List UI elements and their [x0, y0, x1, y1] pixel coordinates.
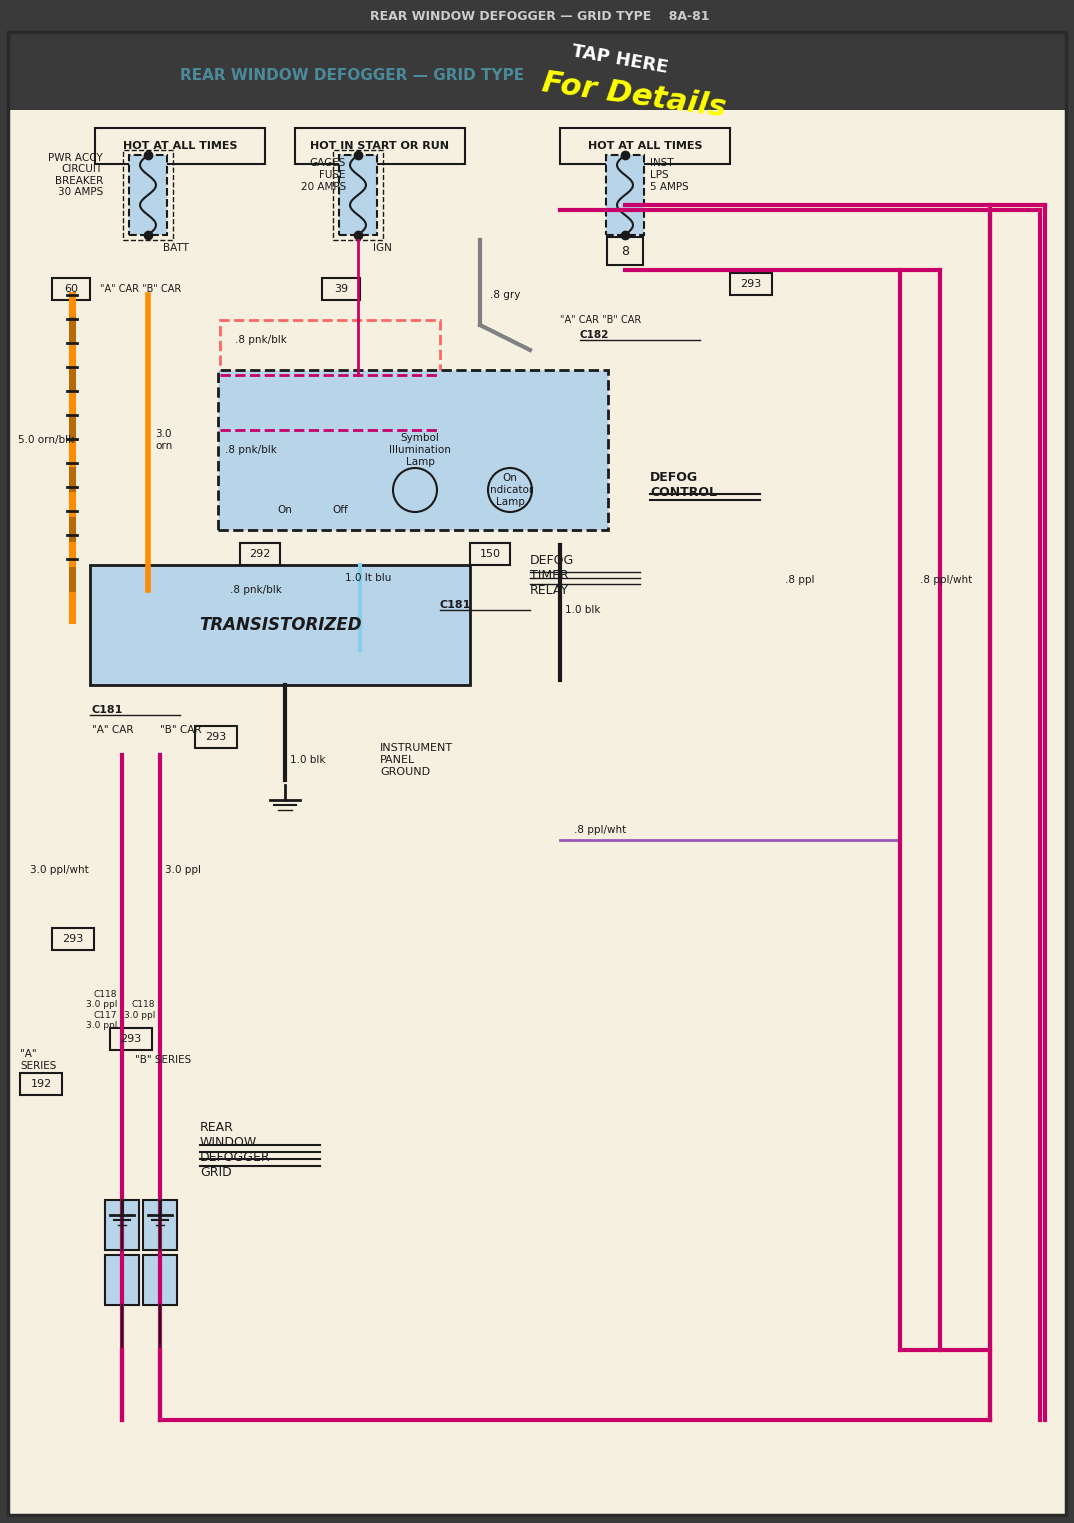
- Text: HOT AT ALL TIMES: HOT AT ALL TIMES: [587, 142, 702, 151]
- Bar: [195, 726, 237, 748]
- Text: 3.0
orn: 3.0 orn: [155, 429, 172, 451]
- Text: BATT: BATT: [163, 244, 189, 253]
- Bar: [124, 149, 173, 241]
- Text: DEFOG
CONTROL: DEFOG CONTROL: [650, 471, 717, 500]
- Text: 1.0 blk: 1.0 blk: [565, 605, 600, 615]
- Bar: [333, 149, 383, 241]
- Text: REAR WINDOW DEFOGGER — GRID TYPE    8A-81: REAR WINDOW DEFOGGER — GRID TYPE 8A-81: [371, 9, 710, 23]
- Bar: [606, 155, 644, 235]
- Text: 1.0 lt blu: 1.0 lt blu: [345, 573, 391, 583]
- Text: 8: 8: [621, 245, 629, 257]
- Bar: [470, 544, 510, 565]
- Bar: [339, 155, 377, 235]
- Text: 192: 192: [30, 1078, 52, 1089]
- Text: TAP HERE: TAP HERE: [570, 43, 669, 78]
- Text: "A" CAR "B" CAR: "A" CAR "B" CAR: [560, 315, 641, 324]
- Text: "A" CAR: "A" CAR: [92, 725, 133, 736]
- Text: PWR ACCY
CIRCUIT
BREAKER
30 AMPS: PWR ACCY CIRCUIT BREAKER 30 AMPS: [48, 152, 103, 198]
- Bar: [143, 1200, 177, 1250]
- Text: 293: 293: [120, 1034, 142, 1043]
- Text: 293: 293: [740, 279, 761, 289]
- Bar: [8, 32, 1066, 110]
- Text: INSTRUMENT
PANEL
GROUND: INSTRUMENT PANEL GROUND: [380, 743, 453, 777]
- Text: Off: Off: [332, 506, 348, 515]
- Text: HOT IN START OR RUN: HOT IN START OR RUN: [310, 142, 450, 151]
- Text: .8 pnk/blk: .8 pnk/blk: [230, 585, 281, 595]
- Bar: [105, 1255, 139, 1305]
- Text: On
Indicator
Lamp: On Indicator Lamp: [487, 474, 533, 507]
- Bar: [560, 128, 730, 164]
- Text: .8 ppl/wht: .8 ppl/wht: [574, 825, 626, 835]
- Text: "B" SERIES: "B" SERIES: [135, 1055, 191, 1065]
- Bar: [240, 544, 280, 565]
- Text: 3.0 ppl/wht: 3.0 ppl/wht: [30, 865, 89, 876]
- Text: REAR
WINDOW
DEFOGGER
GRID: REAR WINDOW DEFOGGER GRID: [200, 1121, 271, 1179]
- Text: "B" CAR: "B" CAR: [160, 725, 202, 736]
- Bar: [0, 0, 1074, 32]
- Text: 60: 60: [64, 283, 78, 294]
- Text: 5.0 orn/blk: 5.0 orn/blk: [18, 436, 74, 445]
- Text: 3.0 ppl: 3.0 ppl: [165, 865, 201, 876]
- Bar: [218, 370, 608, 530]
- Bar: [52, 279, 90, 300]
- Text: Symbol
Illumination
Lamp: Symbol Illumination Lamp: [389, 434, 451, 466]
- Bar: [90, 565, 470, 685]
- Circle shape: [488, 468, 532, 512]
- Text: REAR WINDOW DEFOGGER — GRID TYPE: REAR WINDOW DEFOGGER — GRID TYPE: [180, 67, 524, 82]
- Text: GAGES
FUSE
20 AMPS: GAGES FUSE 20 AMPS: [301, 158, 346, 192]
- Text: DEFOG
TIMER
RELAY: DEFOG TIMER RELAY: [529, 553, 575, 597]
- Text: .8 pnk/blk: .8 pnk/blk: [235, 335, 287, 346]
- Text: 293: 293: [205, 733, 227, 742]
- Bar: [295, 128, 465, 164]
- Text: INST
LPS
5 AMPS: INST LPS 5 AMPS: [650, 158, 688, 192]
- Text: TRANSISTORIZED: TRANSISTORIZED: [199, 615, 361, 634]
- Bar: [20, 1074, 62, 1095]
- Bar: [52, 928, 95, 950]
- Bar: [105, 1200, 139, 1250]
- Bar: [110, 1028, 153, 1049]
- Bar: [607, 238, 643, 265]
- Text: C181: C181: [440, 600, 471, 611]
- Text: For Details: For Details: [540, 67, 728, 122]
- Text: .8 ppl: .8 ppl: [785, 576, 814, 585]
- Text: C181: C181: [92, 705, 124, 714]
- Text: 1.0 blk: 1.0 blk: [290, 755, 325, 765]
- Bar: [129, 155, 166, 235]
- Text: 293: 293: [62, 934, 84, 944]
- Circle shape: [393, 468, 437, 512]
- Text: "A"
SERIES: "A" SERIES: [20, 1049, 56, 1071]
- Text: HOT AT ALL TIMES: HOT AT ALL TIMES: [122, 142, 237, 151]
- Text: "A" CAR "B" CAR: "A" CAR "B" CAR: [100, 283, 182, 294]
- Bar: [730, 273, 772, 295]
- Text: .8 gry: .8 gry: [490, 289, 521, 300]
- Text: 292: 292: [249, 548, 271, 559]
- Text: 39: 39: [334, 283, 348, 294]
- Text: C118
3.0 ppl
C117
3.0 ppl: C118 3.0 ppl C117 3.0 ppl: [86, 990, 117, 1030]
- Text: C118
3.0 ppl: C118 3.0 ppl: [124, 1001, 155, 1020]
- Text: On: On: [277, 506, 292, 515]
- Text: IGN: IGN: [373, 244, 392, 253]
- Bar: [220, 320, 440, 375]
- Text: C182: C182: [580, 330, 609, 340]
- Bar: [322, 279, 360, 300]
- Bar: [143, 1255, 177, 1305]
- Text: .8 pnk/blk: .8 pnk/blk: [224, 445, 277, 455]
- Text: 150: 150: [479, 548, 500, 559]
- Text: .8 ppl/wht: .8 ppl/wht: [920, 576, 972, 585]
- Bar: [95, 128, 265, 164]
